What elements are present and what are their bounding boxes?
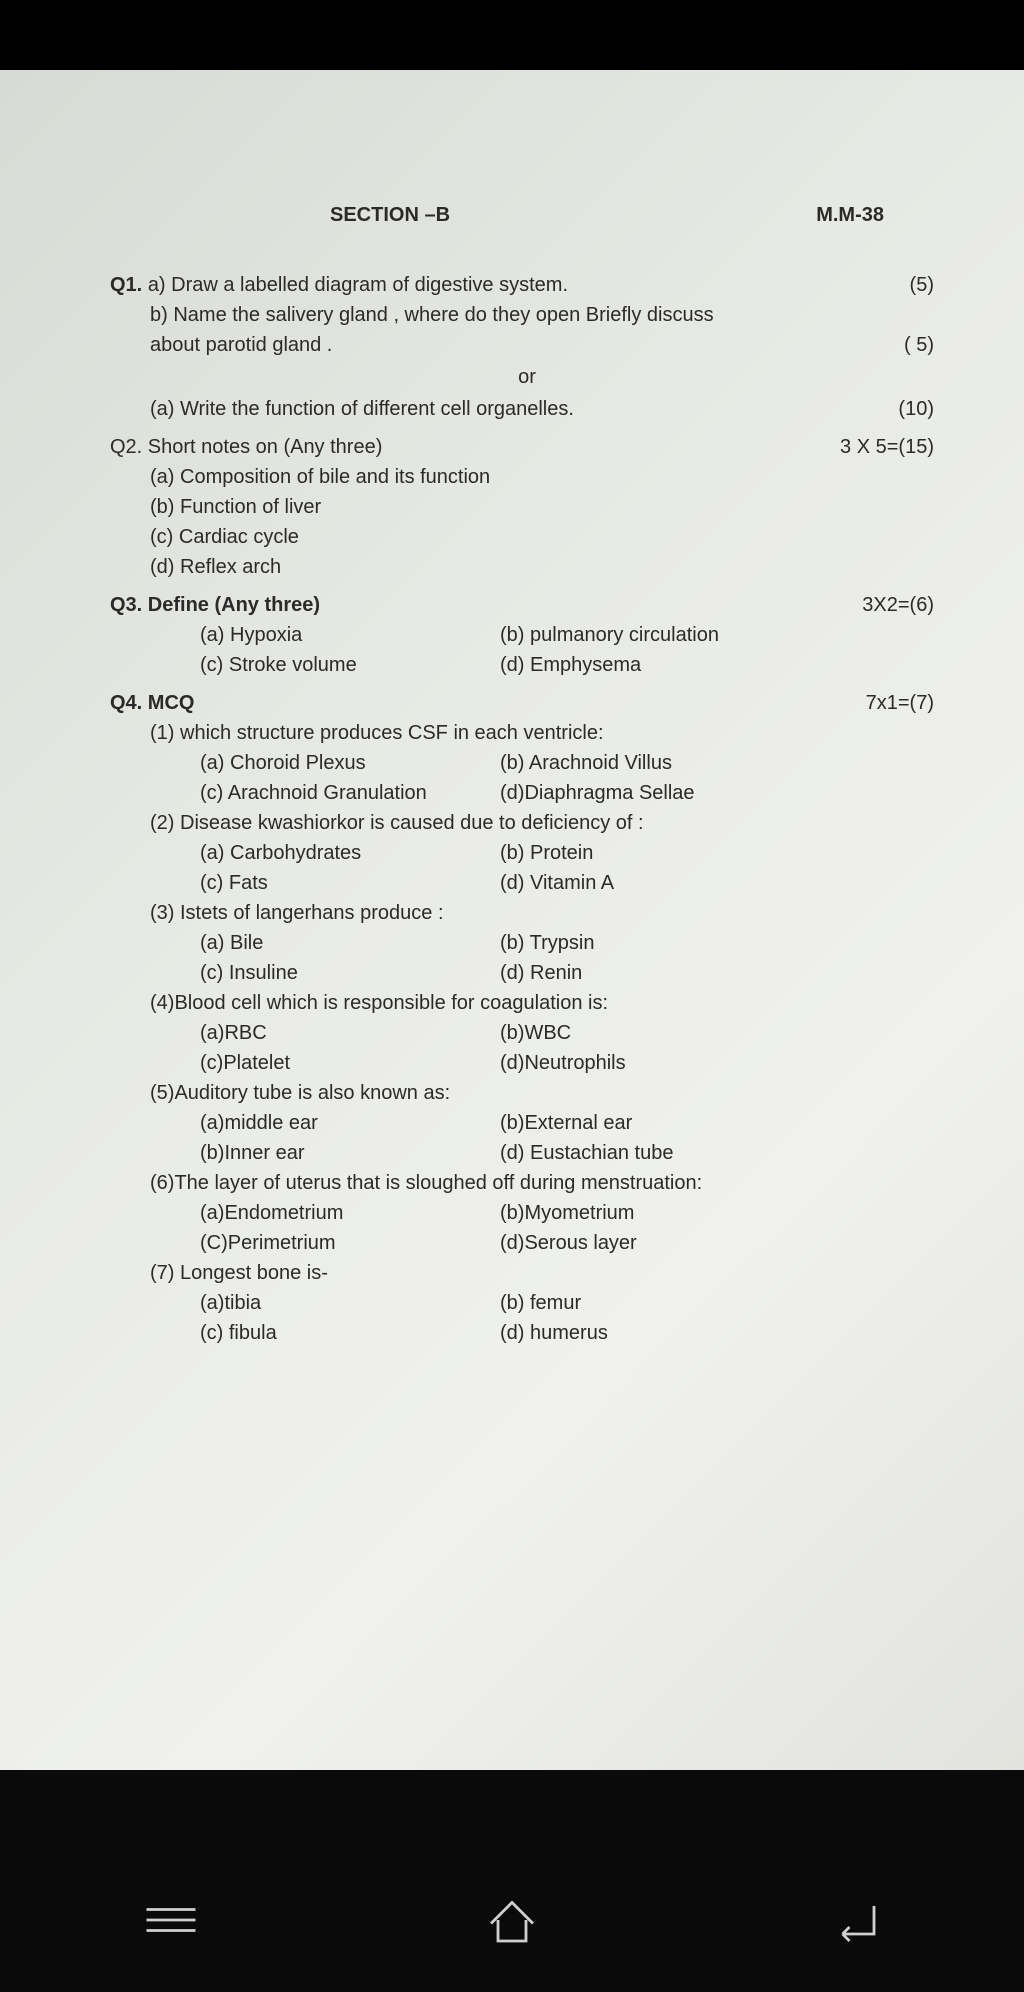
home-button[interactable] — [477, 1885, 547, 1960]
q1-a-marks: (5) — [824, 270, 944, 300]
recent-apps-button[interactable] — [136, 1885, 206, 1960]
q1-label: Q1. — [110, 274, 142, 296]
section-title: SECTION –B — [330, 200, 450, 230]
q1-alt-marks: (10) — [824, 394, 944, 424]
top-black-region — [0, 0, 1024, 70]
back-button[interactable] — [818, 1885, 888, 1960]
paper-header: SECTION –B M.M-38 — [110, 200, 944, 230]
mcq6-a: (a)Endometrium — [200, 1198, 500, 1228]
q3-opt-d: (d) Emphysema — [500, 650, 820, 680]
q3-label: Q3. Define (Any three) — [110, 590, 824, 620]
mcq1-a: (a) Choroid Plexus — [200, 748, 500, 778]
q4-label: Q4. MCQ — [110, 688, 824, 718]
q2-opt-c: (c) Cardiac cycle — [110, 522, 944, 552]
q1-alt: (a) Write the function of different cell… — [110, 394, 824, 424]
mcq2-c: (c) Fats — [200, 868, 500, 898]
mcq-7: (7) Longest bone is- (a)tibia (b) femur … — [110, 1258, 944, 1348]
question-3: Q3. Define (Any three) 3X2=(6) (a) Hypox… — [110, 590, 944, 680]
q3-marks: 3X2=(6) — [824, 590, 944, 620]
mcq4-c: (c)Platelet — [200, 1048, 500, 1078]
mcq7-d: (d) humerus — [500, 1318, 820, 1348]
q2-label: Q2. Short notes on (Any three) — [110, 432, 824, 462]
mcq-6: (6)The layer of uterus that is sloughed … — [110, 1168, 944, 1258]
mcq-3: (3) Istets of langerhans produce : (a) B… — [110, 898, 944, 988]
mcq2-d: (d) Vitamin A — [500, 868, 820, 898]
q1-part-a: a) Draw a labelled diagram of digestive … — [148, 274, 568, 296]
mcq4-a: (a)RBC — [200, 1018, 500, 1048]
mcq3-b: (b) Trypsin — [500, 928, 820, 958]
q3-opt-b: (b) pulmanory circulation — [500, 620, 820, 650]
q1-b-marks: ( 5) — [824, 330, 944, 360]
question-2: Q2. Short notes on (Any three) 3 X 5=(15… — [110, 432, 944, 582]
mcq2-b: (b) Protein — [500, 838, 820, 868]
mcq-4: (4)Blood cell which is responsible for c… — [110, 988, 944, 1078]
mcq6-c: (C)Perimetrium — [200, 1228, 500, 1258]
mcq2-q: (2) Disease kwashiorkor is caused due to… — [150, 808, 944, 838]
mcq7-c: (c) fibula — [200, 1318, 500, 1348]
mcq4-q: (4)Blood cell which is responsible for c… — [150, 988, 944, 1018]
mcq3-a: (a) Bile — [200, 928, 500, 958]
exam-paper: SECTION –B M.M-38 Q1. a) Draw a labelled… — [0, 70, 1024, 1770]
or-separator: or — [110, 362, 944, 392]
mcq6-d: (d)Serous layer — [500, 1228, 820, 1258]
q3-opt-a: (a) Hypoxia — [200, 620, 500, 650]
mcq5-a: (a)middle ear — [200, 1108, 500, 1138]
mcq5-q: (5)Auditory tube is also known as: — [150, 1078, 944, 1108]
mcq5-d: (d) Eustachian tube — [500, 1138, 820, 1168]
mcq1-d: (d)Diaphragma Sellae — [500, 778, 820, 808]
mcq2-a: (a) Carbohydrates — [200, 838, 500, 868]
android-nav-bar — [0, 1852, 1024, 1992]
q3-opt-c: (c) Stroke volume — [200, 650, 500, 680]
mcq5-c: (b)Inner ear — [200, 1138, 500, 1168]
mcq6-q: (6)The layer of uterus that is sloughed … — [150, 1168, 944, 1198]
question-1: Q1. a) Draw a labelled diagram of digest… — [110, 270, 944, 424]
q4-marks: 7x1=(7) — [824, 688, 944, 718]
mcq7-q: (7) Longest bone is- — [150, 1258, 944, 1288]
mcq4-b: (b)WBC — [500, 1018, 820, 1048]
q2-opt-a: (a) Composition of bile and its function — [110, 462, 944, 492]
mcq1-c: (c) Arachnoid Granulation — [200, 778, 500, 808]
mcq7-b: (b) femur — [500, 1288, 820, 1318]
max-marks: M.M-38 — [816, 200, 884, 230]
mcq1-q: (1) which structure produces CSF in each… — [150, 718, 944, 748]
mcq6-b: (b)Myometrium — [500, 1198, 820, 1228]
mcq-5: (5)Auditory tube is also known as: (a)mi… — [110, 1078, 944, 1168]
mcq-2: (2) Disease kwashiorkor is caused due to… — [110, 808, 944, 898]
mcq3-c: (c) Insuline — [200, 958, 500, 988]
q2-opt-b: (b) Function of liver — [110, 492, 944, 522]
q2-opt-d: (d) Reflex arch — [110, 552, 944, 582]
question-4: Q4. MCQ 7x1=(7) (1) which structure prod… — [110, 688, 944, 1348]
mcq4-d: (d)Neutrophils — [500, 1048, 820, 1078]
mcq5-b: (b)External ear — [500, 1108, 820, 1138]
mcq3-q: (3) Istets of langerhans produce : — [150, 898, 944, 928]
mcq1-b: (b) Arachnoid Villus — [500, 748, 820, 778]
q1-part-b: b) Name the salivery gland , where do th… — [110, 300, 760, 360]
mcq7-a: (a)tibia — [200, 1288, 500, 1318]
q2-marks: 3 X 5=(15) — [824, 432, 944, 462]
mcq3-d: (d) Renin — [500, 958, 820, 988]
mcq-1: (1) which structure produces CSF in each… — [110, 718, 944, 808]
